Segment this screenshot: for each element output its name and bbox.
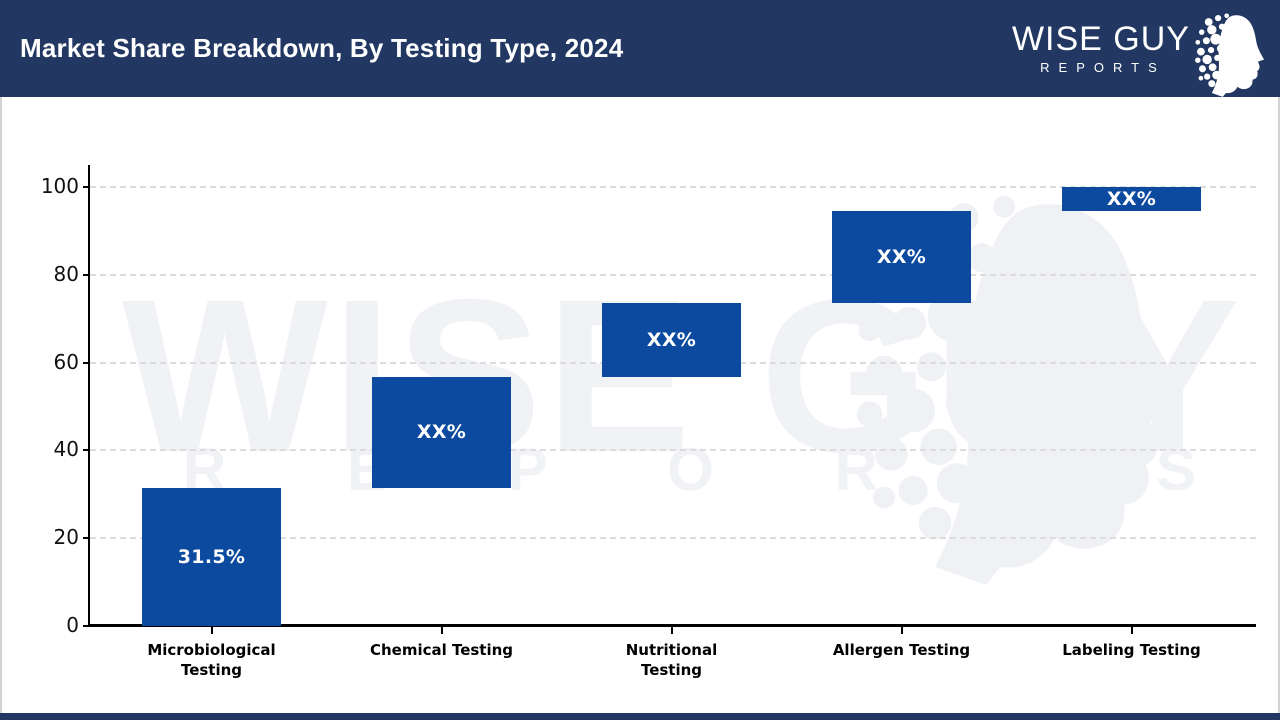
category-label: Nutritional Testing: [625, 641, 718, 680]
y-axis-tick-20: [83, 537, 90, 540]
bar-value-label: XX%: [1106, 188, 1157, 211]
y-axis-label: 60: [53, 349, 79, 374]
y-axis-tick-80: [83, 273, 90, 276]
y-axis-label: 40: [53, 437, 79, 462]
y-axis-label: 100: [40, 174, 79, 198]
bar-1: 31.5%: [142, 487, 281, 626]
bar-value-label: XX%: [416, 421, 467, 444]
brand-name-text: WISE GUY: [1011, 20, 1190, 58]
y-axis-label: 20: [53, 525, 79, 550]
y-axis-line: [88, 165, 90, 627]
gridline-40: [90, 449, 1256, 452]
x-axis-line: [88, 624, 1256, 627]
bar-2: XX%: [372, 376, 511, 488]
bar-value-label: 31.5%: [177, 545, 246, 568]
brand-logo: WISE GUY REPORTS: [1011, 6, 1268, 97]
x-axis-tick-2: [440, 627, 443, 634]
x-axis-tick-1: [210, 627, 213, 634]
wiseguy-head-icon: [1195, 13, 1265, 97]
y-axis-tick-40: [83, 449, 90, 452]
footer-bar: [0, 713, 1280, 720]
x-axis-tick-3: [670, 627, 673, 634]
category-label: Microbiological Testing: [147, 641, 276, 680]
x-axis-tick-4: [900, 627, 903, 634]
bar-value-label: XX%: [646, 328, 697, 351]
brand-text: WISE GUY REPORTS: [1011, 20, 1190, 75]
bar-3: XX%: [602, 303, 741, 377]
y-axis-tick-100: [83, 186, 90, 188]
bar-5: XX%: [1062, 187, 1201, 212]
category-label: Allergen Testing: [832, 641, 971, 659]
category-label: Labeling Testing: [1062, 641, 1201, 659]
x-axis-tick-5: [1130, 627, 1133, 634]
header-bar: Market Share Breakdown, By Testing Type,…: [0, 0, 1280, 97]
y-axis-label: 0: [66, 613, 79, 637]
brand-subtitle-text: REPORTS: [1040, 59, 1166, 75]
bar-4: XX%: [832, 211, 971, 304]
category-label: Chemical Testing: [369, 641, 514, 659]
y-axis-tick-60: [83, 361, 90, 364]
gridline-20: [90, 537, 1256, 540]
page-title: Market Share Breakdown, By Testing Type,…: [20, 33, 624, 63]
bar-value-label: XX%: [876, 246, 927, 269]
y-axis-label: 80: [53, 261, 79, 286]
y-axis-tick-0: [83, 625, 90, 627]
gridline-100: [90, 186, 1256, 188]
gridline-80: [90, 273, 1256, 276]
